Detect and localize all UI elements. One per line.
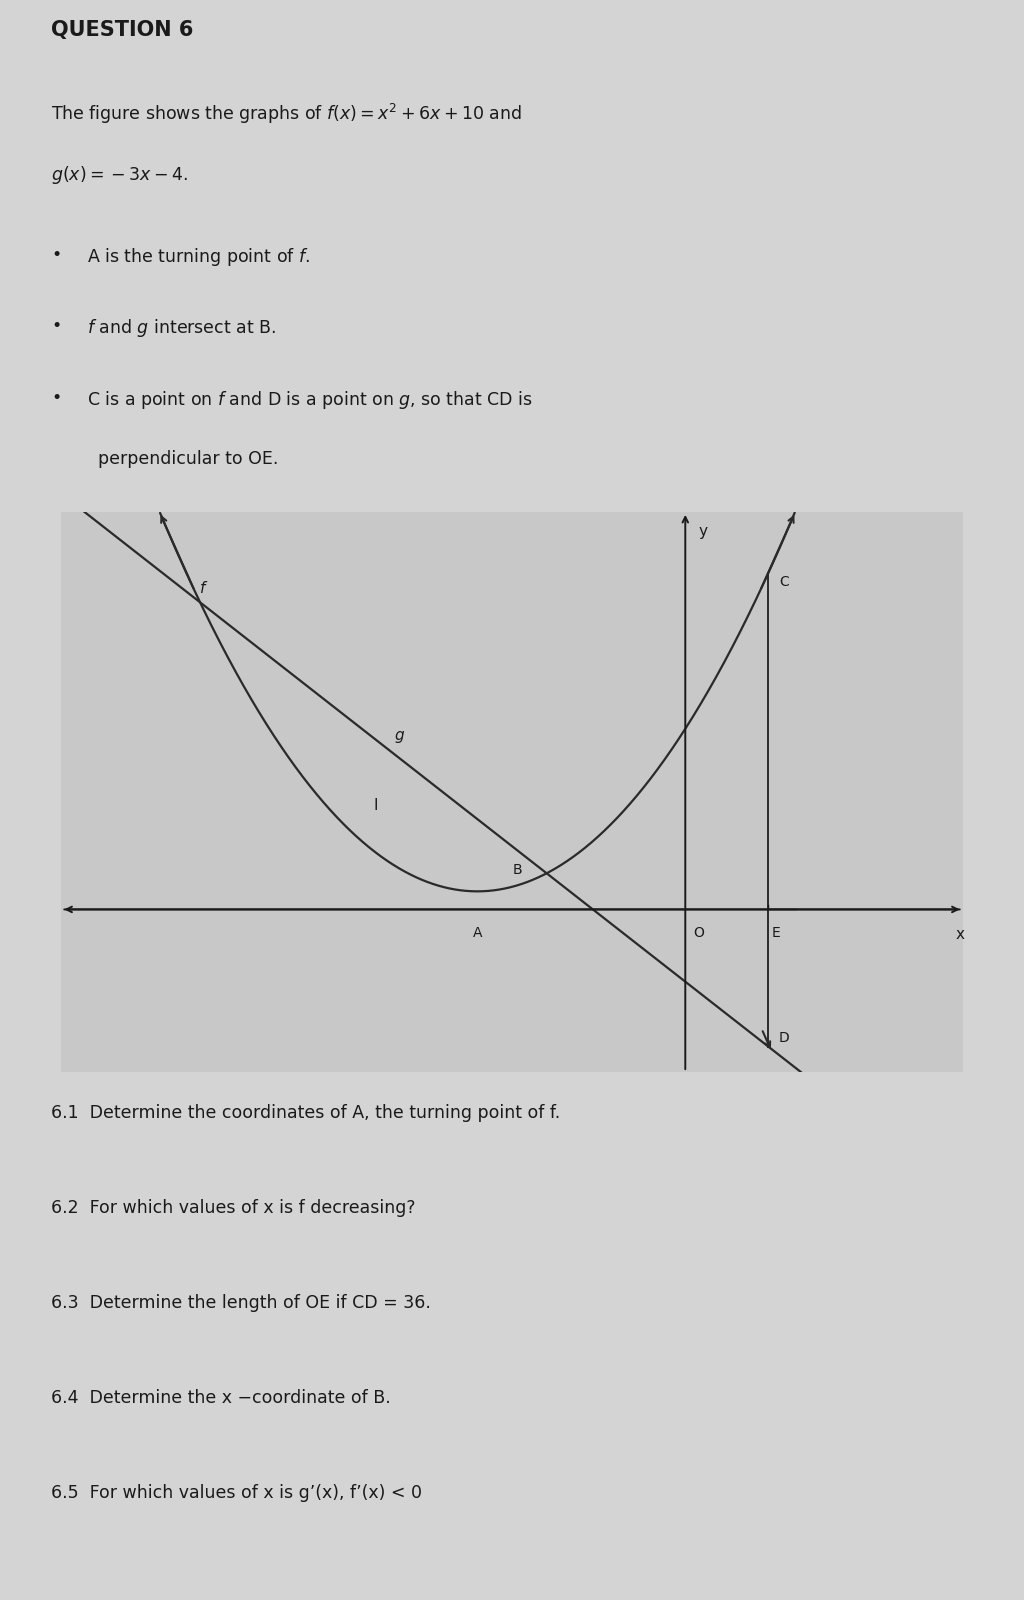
Text: $g(x) = -3x - 4.$: $g(x) = -3x - 4.$ bbox=[51, 163, 188, 186]
Text: f: f bbox=[200, 581, 206, 597]
Text: 6.4  Determine the x −coordinate of B.: 6.4 Determine the x −coordinate of B. bbox=[51, 1389, 391, 1406]
Text: $f$ and $g$ intersect at B.: $f$ and $g$ intersect at B. bbox=[87, 317, 276, 339]
Text: •: • bbox=[51, 246, 61, 264]
Text: A: A bbox=[473, 926, 482, 939]
Text: O: O bbox=[693, 926, 705, 939]
Text: g: g bbox=[394, 728, 403, 742]
Text: C is a point on $f$ and D is a point on $g$, so that CD is: C is a point on $f$ and D is a point on … bbox=[87, 389, 532, 411]
Text: QUESTION 6: QUESTION 6 bbox=[51, 21, 194, 40]
Text: •: • bbox=[51, 317, 61, 336]
Text: D: D bbox=[779, 1030, 790, 1045]
Text: The figure shows the graphs of $f(x) = x^2 + 6x + 10$ and: The figure shows the graphs of $f(x) = x… bbox=[51, 102, 522, 126]
Text: 6.1  Determine the coordinates of A, the turning point of f.: 6.1 Determine the coordinates of A, the … bbox=[51, 1104, 560, 1122]
Text: A is the turning point of $f$.: A is the turning point of $f$. bbox=[87, 246, 310, 267]
Text: 6.3  Determine the length of OE if CD = 36.: 6.3 Determine the length of OE if CD = 3… bbox=[51, 1294, 431, 1312]
Text: 6.5  For which values of x is g’(x), f’(x) < 0: 6.5 For which values of x is g’(x), f’(x… bbox=[51, 1483, 422, 1502]
Text: E: E bbox=[772, 926, 780, 939]
Text: I: I bbox=[374, 798, 378, 813]
Text: B: B bbox=[513, 862, 522, 877]
Text: 6.2  For which values of x is f decreasing?: 6.2 For which values of x is f decreasin… bbox=[51, 1198, 416, 1216]
Text: C: C bbox=[779, 574, 788, 589]
Text: •: • bbox=[51, 389, 61, 406]
Text: perpendicular to OE.: perpendicular to OE. bbox=[87, 450, 279, 469]
Text: x: x bbox=[955, 928, 965, 942]
Text: y: y bbox=[698, 523, 708, 539]
